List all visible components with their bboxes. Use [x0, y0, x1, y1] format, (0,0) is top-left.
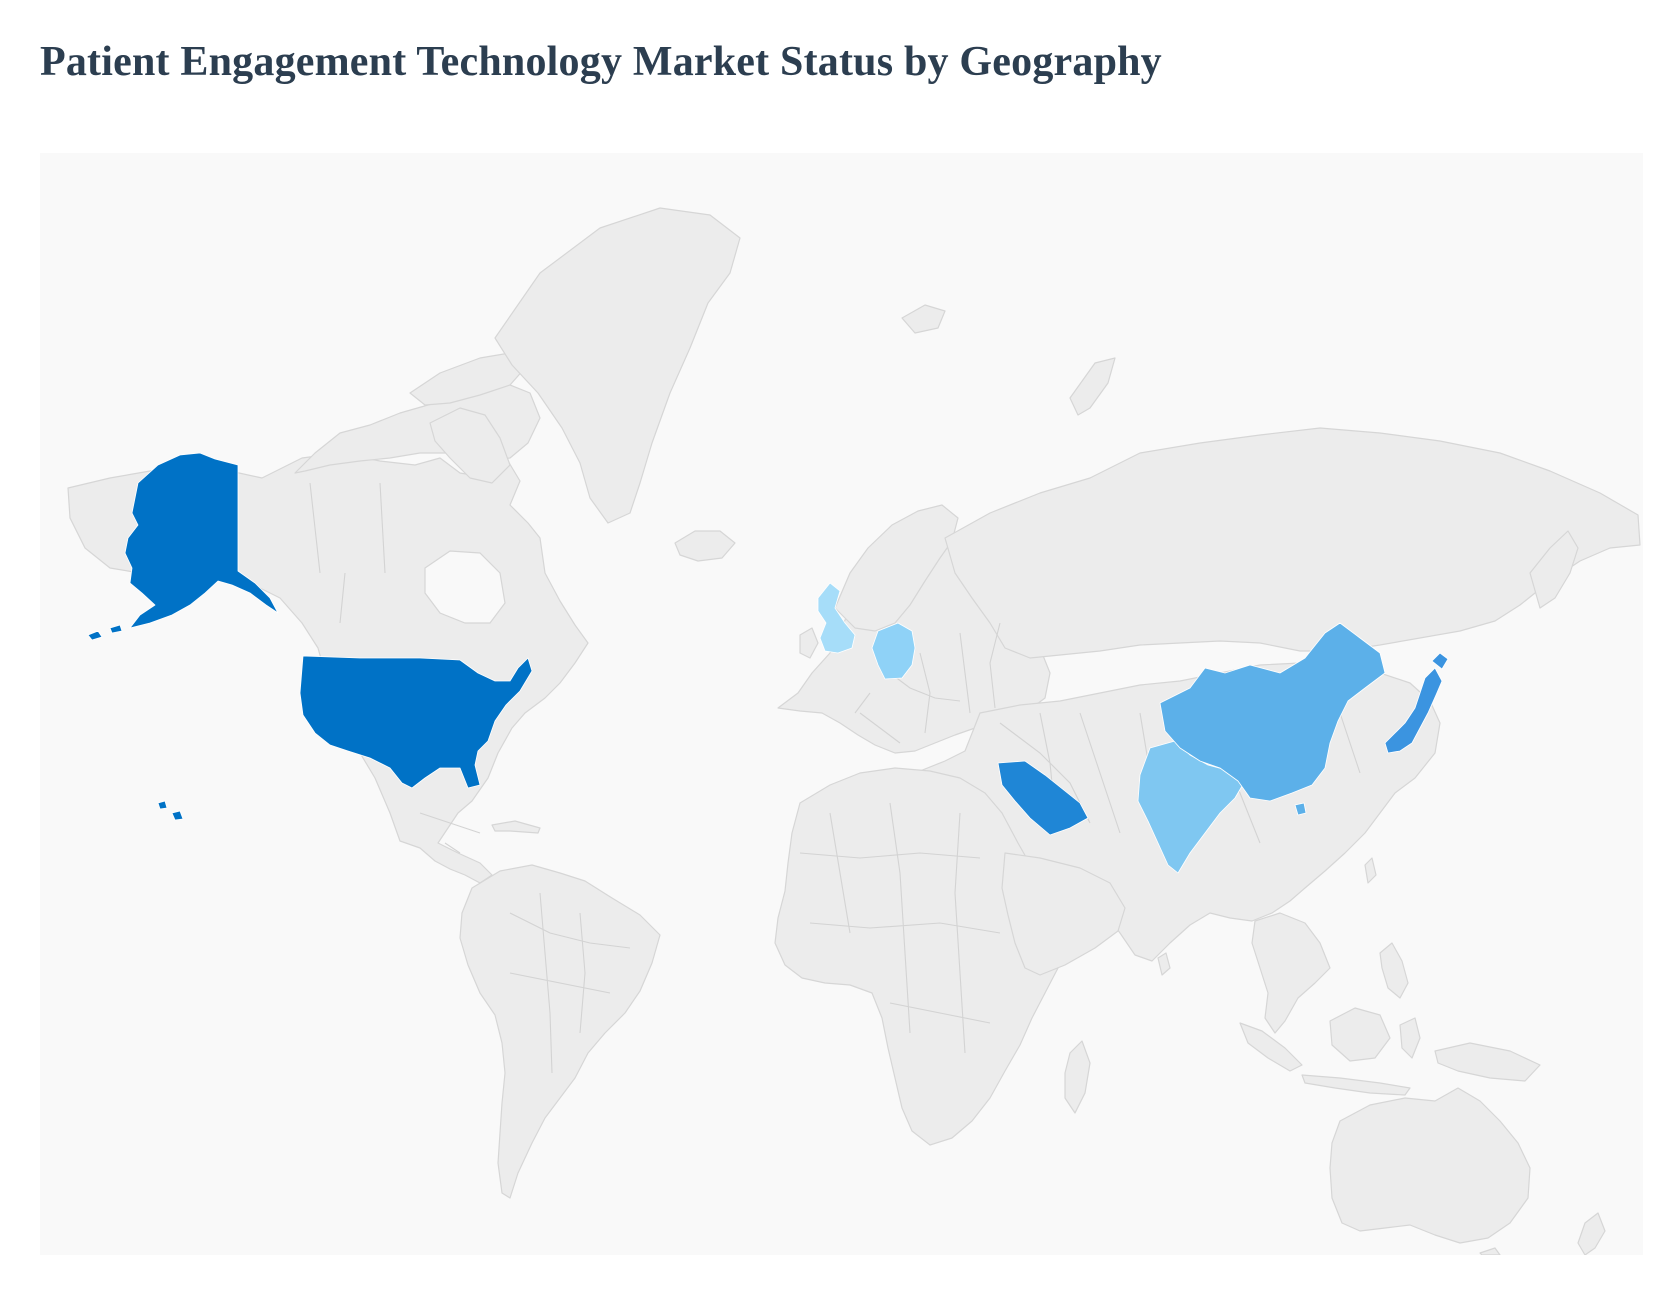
land-sri-lanka: [1157, 952, 1171, 976]
water-hudson-bay: [424, 550, 506, 624]
land-borneo: [1329, 1007, 1391, 1062]
land-cuba: [491, 820, 541, 834]
region-china[interactable]: [1159, 622, 1386, 802]
land-kamchatka: [1529, 530, 1579, 609]
borders-europe: [854, 622, 1001, 744]
land-new-zealand: [1577, 1212, 1606, 1255]
land-south-america: [459, 864, 661, 1199]
land-russia: [944, 427, 1641, 659]
land-svalbard: [901, 304, 946, 334]
land-australia: [1329, 1087, 1531, 1244]
land-ireland: [799, 627, 819, 659]
region-united-kingdom[interactable]: [817, 582, 856, 654]
land-new-guinea: [1434, 1042, 1541, 1082]
land-tasmania: [1479, 1247, 1501, 1255]
land-madagascar: [1064, 1040, 1091, 1114]
land-arabia: [1001, 852, 1126, 976]
world-map-svg: [67, 207, 1641, 1255]
region-hawaii[interactable]: [157, 800, 184, 821]
borders-africa: [799, 802, 1001, 1054]
page-title: Patient Engagement Technology Market Sta…: [40, 39, 1162, 85]
region-germany[interactable]: [871, 622, 916, 680]
world-map[interactable]: [40, 153, 1643, 1255]
borders-canada: [309, 482, 386, 624]
region-japan[interactable]: [1384, 667, 1443, 754]
region-japan-hokkaido[interactable]: [1431, 652, 1449, 670]
region-alaska[interactable]: [124, 452, 279, 629]
land-philippines: [1379, 942, 1409, 999]
land-taiwan: [1364, 857, 1377, 884]
land-ellesmere-island: [409, 352, 526, 406]
land-baffin-island: [429, 407, 511, 484]
land-greenland: [494, 207, 741, 524]
land-novaya-zemlya: [1069, 357, 1116, 416]
region-united-states[interactable]: [299, 655, 533, 789]
region-alaska-islands[interactable]: [87, 624, 123, 641]
region-hainan[interactable]: [1294, 802, 1307, 816]
land-indonesia-sumatra: [1239, 1022, 1303, 1072]
land-sulawesi: [1399, 1017, 1421, 1059]
borders-central-america: [419, 812, 481, 854]
borders-south-america: [509, 892, 631, 1074]
land-southeast-asia: [1251, 912, 1331, 1034]
land-iceland: [674, 530, 736, 562]
region-saudi-arabia[interactable]: [997, 760, 1089, 836]
land-indonesia-java: [1301, 1074, 1411, 1096]
